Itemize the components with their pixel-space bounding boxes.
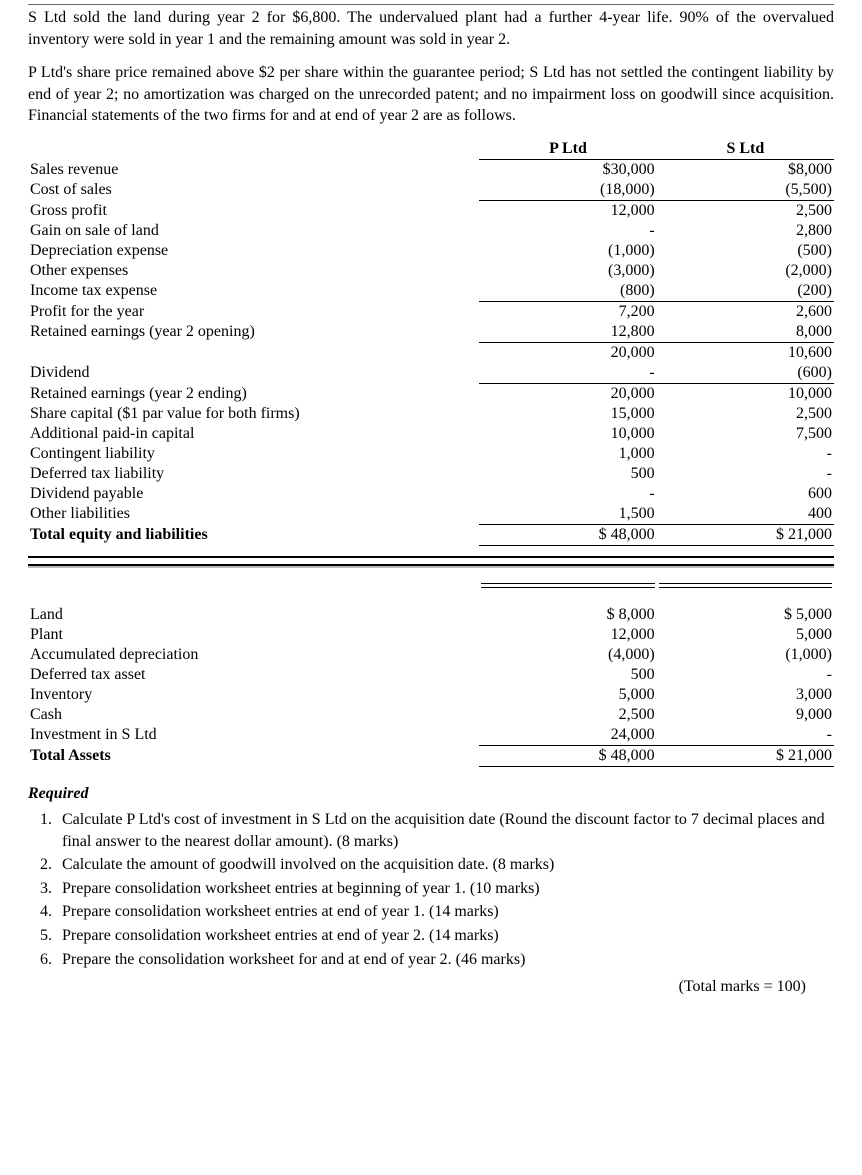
cell: (500) — [657, 241, 834, 261]
cell: 5,000 — [657, 625, 834, 645]
double-rule-row — [28, 580, 834, 591]
cell: $ 21,000 — [657, 524, 834, 545]
cell: 24,000 — [479, 725, 656, 746]
row-label: Plant — [28, 625, 479, 645]
cell: - — [479, 484, 656, 504]
cell: (4,000) — [479, 645, 656, 665]
requirement-item: Calculate the amount of goodwill involve… — [56, 854, 834, 876]
cell: 600 — [657, 484, 834, 504]
row-label: Other expenses — [28, 261, 479, 281]
cell: (3,000) — [479, 261, 656, 281]
cell: 8,000 — [657, 322, 834, 343]
requirement-item: Prepare consolidation worksheet entries … — [56, 925, 834, 947]
cell: (200) — [657, 281, 834, 302]
cell: $ 8,000 — [479, 605, 656, 625]
row-label: Dividend — [28, 363, 479, 384]
row-label: Cost of sales — [28, 180, 479, 201]
cell: 10,600 — [657, 342, 834, 363]
cell: (1,000) — [657, 645, 834, 665]
requirement-item: Prepare the consolidation worksheet for … — [56, 949, 834, 971]
row-label — [28, 342, 479, 363]
cell: 10,000 — [479, 424, 656, 444]
cell: 2,800 — [657, 221, 834, 241]
required-heading: Required — [28, 785, 834, 803]
cell: 5,000 — [479, 685, 656, 705]
cell: 1,500 — [479, 504, 656, 525]
cell: 12,800 — [479, 322, 656, 343]
cell: - — [657, 665, 834, 685]
row-label: Contingent liability — [28, 444, 479, 464]
cell: 500 — [479, 464, 656, 484]
cell: 2,500 — [657, 200, 834, 221]
cell: 12,000 — [479, 625, 656, 645]
row-label: Gross profit — [28, 200, 479, 221]
cell: 500 — [479, 665, 656, 685]
cell: - — [479, 363, 656, 384]
cell: 2,600 — [657, 301, 834, 322]
row-label: Depreciation expense — [28, 241, 479, 261]
cell: 2,500 — [657, 404, 834, 424]
cell: $ 48,000 — [479, 524, 656, 545]
row-label-total: Total Assets — [28, 745, 479, 766]
cell: 20,000 — [479, 342, 656, 363]
cell: (800) — [479, 281, 656, 302]
cell: 2,500 — [479, 705, 656, 725]
intro-paragraph-1: S Ltd sold the land during year 2 for $6… — [28, 4, 834, 50]
cell: 1,000 — [479, 444, 656, 464]
section-divider — [28, 556, 834, 566]
cell: - — [657, 725, 834, 746]
row-label: Other liabilities — [28, 504, 479, 525]
row-label: Inventory — [28, 685, 479, 705]
row-label: Sales revenue — [28, 159, 479, 180]
cell: 9,000 — [657, 705, 834, 725]
row-label: Additional paid-in capital — [28, 424, 479, 444]
cell: 3,000 — [657, 685, 834, 705]
cell: 20,000 — [479, 383, 656, 404]
cell: $8,000 — [657, 159, 834, 180]
cell: 7,500 — [657, 424, 834, 444]
requirement-item: Prepare consolidation worksheet entries … — [56, 901, 834, 923]
cell: (18,000) — [479, 180, 656, 201]
balance-sheet-table: Land$ 8,000$ 5,000 Plant12,0005,000 Accu… — [28, 605, 834, 767]
row-label: Land — [28, 605, 479, 625]
intro-paragraph-2: P Ltd's share price remained above $2 pe… — [28, 62, 834, 127]
cell: 7,200 — [479, 301, 656, 322]
col-header-s: S Ltd — [657, 139, 834, 160]
requirement-item: Calculate P Ltd's cost of investment in … — [56, 809, 834, 852]
cell: (1,000) — [479, 241, 656, 261]
row-label: Gain on sale of land — [28, 221, 479, 241]
cell: (600) — [657, 363, 834, 384]
row-label: Cash — [28, 705, 479, 725]
row-label: Share capital ($1 par value for both fir… — [28, 404, 479, 424]
col-header-p: P Ltd — [479, 139, 656, 160]
requirement-item: Prepare consolidation worksheet entries … — [56, 878, 834, 900]
row-label: Deferred tax liability — [28, 464, 479, 484]
cell: $ 5,000 — [657, 605, 834, 625]
row-label: Retained earnings (year 2 ending) — [28, 383, 479, 404]
income-statement-table: P Ltd S Ltd Sales revenue$30,000$8,000 C… — [28, 139, 834, 546]
row-label: Deferred tax asset — [28, 665, 479, 685]
row-label: Profit for the year — [28, 301, 479, 322]
row-label: Dividend payable — [28, 484, 479, 504]
row-label: Retained earnings (year 2 opening) — [28, 322, 479, 343]
cell: - — [657, 444, 834, 464]
cell: - — [657, 464, 834, 484]
row-label: Accumulated depreciation — [28, 645, 479, 665]
cell: $ 21,000 — [657, 745, 834, 766]
cell: $30,000 — [479, 159, 656, 180]
cell: 15,000 — [479, 404, 656, 424]
row-label: Income tax expense — [28, 281, 479, 302]
row-label: Investment in S Ltd — [28, 725, 479, 746]
cell: 400 — [657, 504, 834, 525]
cell: $ 48,000 — [479, 745, 656, 766]
cell: (2,000) — [657, 261, 834, 281]
cell: 12,000 — [479, 200, 656, 221]
cell: - — [479, 221, 656, 241]
row-label-total: Total equity and liabilities — [28, 524, 479, 545]
cell: (5,500) — [657, 180, 834, 201]
cell: 10,000 — [657, 383, 834, 404]
requirements-list: Calculate P Ltd's cost of investment in … — [28, 809, 834, 970]
total-marks: (Total marks = 100) — [28, 978, 834, 996]
